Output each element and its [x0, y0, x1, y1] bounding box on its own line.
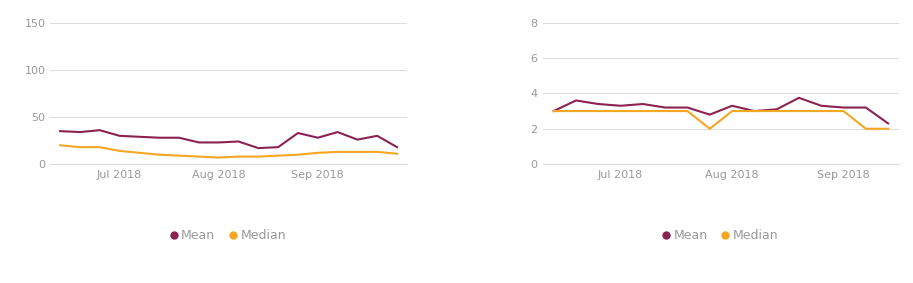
- Legend: Mean, Median: Mean, Median: [658, 224, 783, 247]
- Legend: Mean, Median: Mean, Median: [166, 224, 291, 247]
